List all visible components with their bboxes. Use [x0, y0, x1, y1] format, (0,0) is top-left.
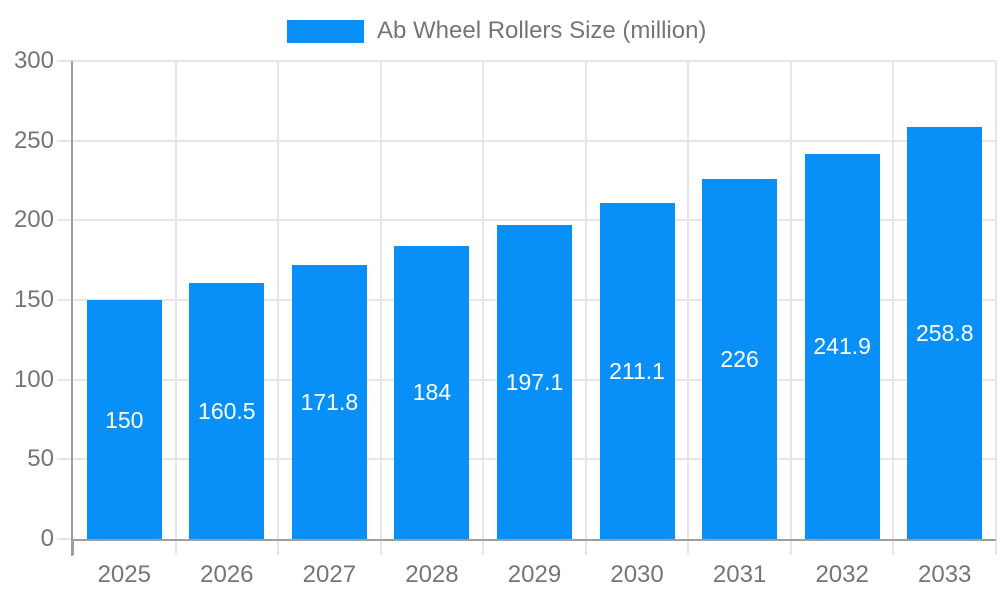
y-axis-tick-label: 0: [40, 525, 54, 552]
y-tick-mark: [57, 378, 73, 381]
x-gridline: [892, 61, 895, 539]
y-gridline: [73, 139, 996, 142]
y-tick-mark: [57, 139, 73, 142]
x-gridline: [482, 61, 485, 539]
bar-value-label: 150: [105, 406, 144, 433]
bar-value-label: 171.8: [300, 389, 359, 416]
x-axis-line: [71, 539, 996, 541]
y-axis-tick-label: 100: [13, 365, 54, 393]
x-axis-tick-label: 2032: [815, 561, 869, 588]
y-tick-mark: [57, 219, 73, 222]
bar-2029[interactable]: 197.1: [497, 224, 572, 539]
x-axis-tick-label: 2025: [97, 561, 151, 588]
x-gridline: [687, 61, 690, 539]
y-tick-mark: [57, 458, 73, 461]
x-tick-mark: [379, 539, 382, 555]
y-axis-tick-label: 150: [13, 286, 54, 313]
bar-value-label: 258.8: [915, 319, 974, 346]
x-axis-tick-label: 2029: [507, 561, 562, 588]
legend-label: Ab Wheel Rollers Size (million): [377, 17, 707, 44]
bar-2030[interactable]: 211.1: [599, 202, 675, 539]
x-axis-tick-label: 2031: [712, 561, 767, 588]
x-axis-tick-label: 2026: [200, 561, 254, 588]
bar-2032[interactable]: 241.9: [804, 153, 880, 539]
bar-value-label: 197.1: [505, 368, 564, 395]
y-axis-tick-label: 200: [13, 206, 54, 234]
x-tick-mark: [584, 539, 587, 555]
y-tick-mark: [57, 538, 73, 540]
legend-swatch: [287, 20, 364, 43]
x-tick-mark: [174, 539, 177, 555]
y-gridline: [73, 219, 996, 222]
bar-value-label: 226: [720, 345, 759, 372]
bar-value-label: 211.1: [609, 357, 665, 384]
x-tick-mark: [482, 539, 485, 555]
bar-2033[interactable]: 258.8: [907, 126, 983, 539]
bar-2025[interactable]: 150: [86, 300, 162, 539]
x-axis-tick-label: 2027: [302, 561, 357, 588]
x-gridline: [379, 61, 382, 539]
y-tick-mark: [57, 299, 73, 301]
x-axis-tick-label: 2028: [405, 561, 459, 588]
bar-2026[interactable]: 160.5: [189, 283, 265, 539]
y-axis-tick-label: 250: [13, 126, 54, 154]
x-tick-mark: [789, 539, 792, 555]
x-tick-mark: [277, 539, 280, 555]
x-gridline: [789, 61, 792, 539]
x-gridline: [277, 61, 280, 539]
x-tick-mark: [687, 539, 690, 555]
x-tick-mark: [72, 539, 74, 555]
bar-value-label: 160.5: [198, 398, 256, 425]
y-axis-line: [71, 61, 73, 556]
y-gridline: [73, 60, 996, 62]
x-axis-tick-label: 2030: [610, 561, 664, 588]
bar-2031[interactable]: 226: [702, 178, 778, 539]
x-gridline: [174, 61, 177, 539]
y-tick-mark: [57, 60, 73, 62]
bar-value-label: 241.9: [813, 333, 871, 360]
y-axis-tick-label: 50: [27, 445, 54, 473]
x-gridline: [584, 61, 587, 539]
x-tick-mark: [892, 539, 895, 555]
y-axis-tick-label: 300: [13, 47, 54, 74]
bar-value-label: 184: [412, 379, 452, 406]
bar-2027[interactable]: 171.8: [291, 265, 367, 539]
x-tick-mark: [995, 539, 997, 555]
x-axis-tick-label: 2033: [918, 561, 972, 588]
bar-2028[interactable]: 184: [394, 245, 470, 539]
x-gridline: [995, 61, 997, 539]
